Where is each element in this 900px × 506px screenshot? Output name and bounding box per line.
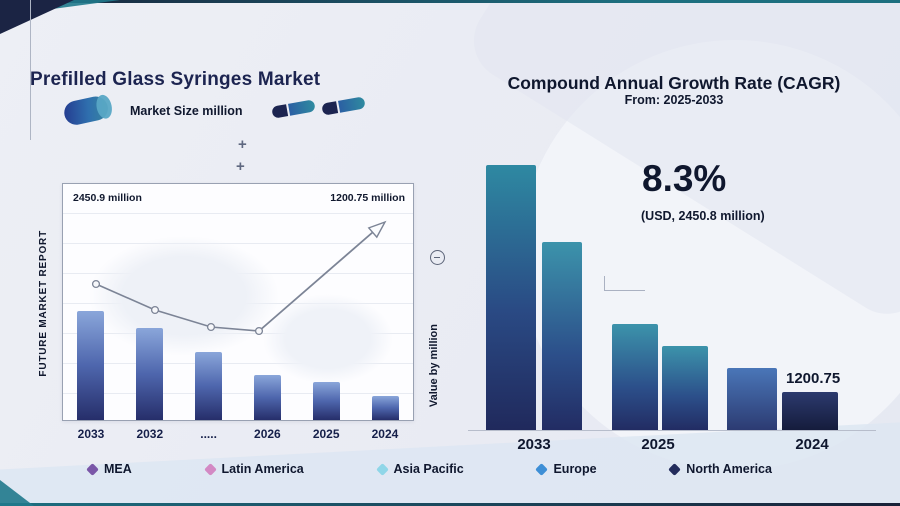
market-x-label: 2025 — [312, 427, 340, 441]
market-bar-2026 — [254, 375, 281, 420]
plus-mark: + — [238, 136, 247, 153]
corner-navy-triangle — [0, 0, 74, 34]
market-bar-..... — [195, 352, 222, 420]
legend-diamond-icon — [203, 462, 217, 476]
cagr-caption: (USD, 2450.8 million) — [641, 209, 765, 223]
market-x-label: ..... — [200, 427, 217, 441]
cagr-bar — [486, 165, 536, 430]
cagr-x-label: 2024 — [795, 436, 829, 453]
legend-label: Latin America — [221, 462, 304, 476]
capsule-half-gradient — [288, 99, 316, 116]
map-silhouette-decoration — [89, 236, 279, 356]
cagr-value: 8.3% — [642, 158, 727, 199]
market-bar-2025 — [313, 382, 340, 420]
market-bars — [77, 184, 399, 420]
legend-item: Europe — [535, 462, 597, 476]
trend-line-arrow — [91, 220, 387, 336]
market-x-labels: 2033 2032..... 2026 2025 2024 — [62, 427, 414, 441]
cagr-x-axis-line — [468, 430, 876, 431]
legend-item: Latin America — [203, 462, 304, 476]
legend-label: North America — [686, 462, 772, 476]
cagr-bar — [727, 368, 777, 430]
cagr-y-axis-label: Value by million — [428, 324, 440, 408]
cagr-data-label: 1200.75 — [786, 370, 841, 387]
left-chart-title: Prefilled Glass Syringes Market — [30, 68, 321, 90]
legend-label: MEA — [104, 462, 132, 476]
top-accent-strip — [0, 0, 900, 3]
legend-item: MEA — [86, 462, 132, 476]
bottom-legend: MEA Latin America Asia Pacific Europe North … — [86, 462, 772, 476]
legend-label: Asia Pacific — [393, 462, 464, 476]
market-bar-2024 — [372, 396, 399, 420]
market-bar-2033 — [77, 311, 104, 420]
chart-top-right-value: 1200.75 million — [330, 192, 405, 204]
cagr-bars — [482, 165, 872, 430]
cagr-bar — [782, 392, 838, 430]
cagr-bar — [662, 346, 708, 430]
market-x-label: 2026 — [254, 427, 281, 441]
chart-top-left-value: 2450.9 million — [73, 192, 142, 204]
legend-diamond-icon — [86, 462, 99, 476]
legend-label: Europe — [553, 462, 597, 476]
cagr-x-labels: 2033 2025 2024 — [482, 436, 872, 456]
market-size-legend-label: Market Size million — [130, 104, 243, 118]
cagr-bar — [542, 242, 582, 430]
bracket-decoration — [604, 276, 645, 291]
capsule-icon — [321, 96, 366, 116]
minus-circle-icon — [430, 250, 445, 265]
market-x-label: 2032 — [136, 427, 164, 441]
legend-diamond-icon — [535, 462, 549, 476]
bottom-left-teal-triangle — [0, 480, 34, 506]
cagr-x-label: 2025 — [641, 436, 675, 453]
capsule-half-dark — [321, 101, 339, 116]
legend-item: North America — [668, 462, 772, 476]
capsule-half-dark — [271, 104, 289, 119]
capsule-half-gradient — [338, 96, 366, 113]
market-size-chart: 2450.9 million 1200.75 million — [62, 183, 414, 421]
plus-mark: + — [236, 158, 245, 175]
capsule-icon — [271, 99, 316, 119]
cagr-subtitle: From: 2025-2033 — [624, 93, 724, 107]
legend-diamond-icon — [668, 462, 682, 476]
bottom-accent-strip — [0, 503, 900, 506]
legend-diamond-icon — [375, 462, 389, 476]
cagr-x-label: 2033 — [517, 436, 551, 453]
left-chart-y-axis-label: FUTURE MARKET REPORT — [38, 229, 49, 377]
cagr-title: Compound Annual Growth Rate (CAGR) — [507, 72, 841, 93]
market-x-label: 2024 — [371, 427, 399, 441]
market-x-label: 2033 — [77, 427, 105, 441]
syringe-cylinder-icon — [62, 91, 117, 129]
market-bar-2032 — [136, 328, 163, 420]
cagr-bar — [612, 324, 658, 430]
left-hairline — [30, 0, 31, 140]
legend-item: Asia Pacific — [375, 462, 464, 476]
